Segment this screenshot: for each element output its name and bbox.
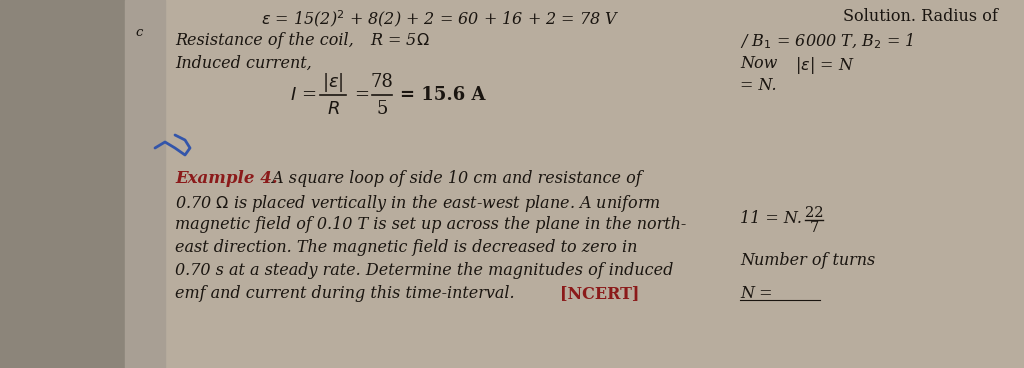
Text: emf and current during this time-interval.: emf and current during this time-interva… <box>175 285 515 302</box>
Text: 5: 5 <box>376 100 388 118</box>
Text: $I$ =: $I$ = <box>290 86 316 104</box>
Text: 0.70 s at a steady rate. Determine the magnitudes of induced: 0.70 s at a steady rate. Determine the m… <box>175 262 674 279</box>
Text: Number of turns: Number of turns <box>740 252 876 269</box>
Text: c: c <box>135 26 142 39</box>
Text: 7: 7 <box>809 221 818 235</box>
Text: $\varepsilon$ = 15(2)$^2$ + 8(2) + 2 = 60 + 16 + 2 = 78 V: $\varepsilon$ = 15(2)$^2$ + 8(2) + 2 = 6… <box>261 8 620 29</box>
Text: = 15.6 A: = 15.6 A <box>400 86 485 104</box>
Text: = N.: = N. <box>740 77 776 93</box>
Text: 22: 22 <box>805 206 823 220</box>
Text: Now: Now <box>740 55 777 72</box>
Text: east direction. The magnetic field is decreased to zero in: east direction. The magnetic field is de… <box>175 239 637 256</box>
Text: |$\varepsilon$| = N: |$\varepsilon$| = N <box>795 55 854 76</box>
Text: |$\varepsilon$|: |$\varepsilon$| <box>323 71 344 93</box>
Text: [NCERT]: [NCERT] <box>560 285 639 302</box>
Text: R = 5$\Omega$: R = 5$\Omega$ <box>370 32 430 49</box>
Text: Induced current,: Induced current, <box>175 55 311 72</box>
Text: / B$_1$ = 6000 T, B$_2$ = 1: / B$_1$ = 6000 T, B$_2$ = 1 <box>740 32 913 52</box>
Text: =: = <box>354 86 369 104</box>
Text: 0.70 $\Omega$ is placed vertically in the east-west plane. A uniform: 0.70 $\Omega$ is placed vertically in th… <box>175 193 660 214</box>
Text: N =: N = <box>740 285 772 302</box>
Text: 78: 78 <box>371 73 393 91</box>
Bar <box>125 0 165 368</box>
Text: $R$: $R$ <box>327 100 339 118</box>
Text: Resistance of the coil,: Resistance of the coil, <box>175 32 353 49</box>
Text: A square loop of side 10 cm and resistance of: A square loop of side 10 cm and resistan… <box>267 170 642 187</box>
Text: 11 = N.: 11 = N. <box>740 210 802 227</box>
Bar <box>0 0 125 368</box>
Text: magnetic field of 0.10 T is set up across the plane in the north-: magnetic field of 0.10 T is set up acros… <box>175 216 686 233</box>
Text: Solution. Radius of: Solution. Radius of <box>843 8 997 25</box>
Text: Example 4.: Example 4. <box>175 170 278 187</box>
